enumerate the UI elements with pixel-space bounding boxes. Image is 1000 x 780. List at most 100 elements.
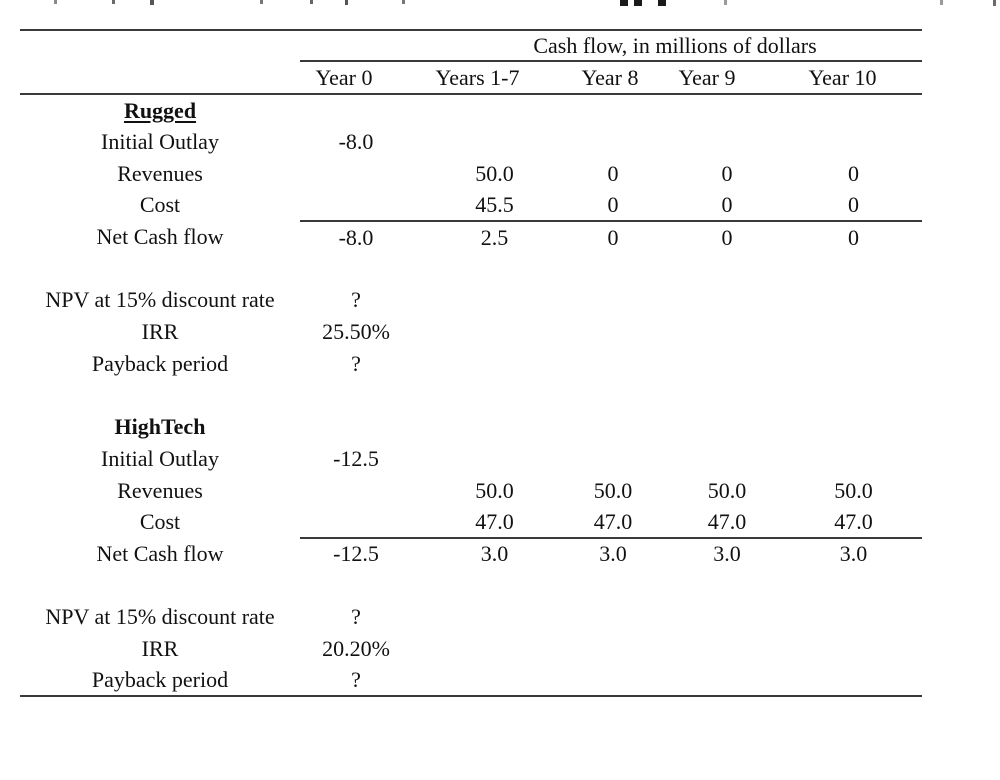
spacer — [20, 379, 922, 411]
empty-cells — [420, 284, 922, 316]
cell-value: 3.0 — [480, 541, 509, 567]
cell-value: 47.0 — [555, 505, 665, 539]
cell-value — [555, 443, 665, 475]
section-title: Rugged — [20, 94, 300, 126]
cashflow-row: Net Cash flow -8.0 2.5 0 0 0 — [20, 221, 922, 253]
metric-label: NPV at 15% discount rate — [45, 287, 275, 313]
row-label: Net Cash flow — [96, 224, 224, 250]
text-fragment — [260, 0, 263, 4]
cell-value: 0 — [607, 224, 619, 250]
spacer — [20, 569, 922, 601]
empty-cells — [420, 601, 922, 633]
metric-value: 20.20% — [322, 635, 390, 661]
cell-value: 0 — [755, 189, 923, 222]
cell-value: 50.0 — [834, 477, 873, 503]
cell-value: -8.0 — [338, 128, 374, 154]
cell-value: 3.0 — [713, 541, 741, 567]
cashflow-row: Revenues 50.0 0 0 0 — [20, 157, 922, 189]
cell-value: 0 — [665, 189, 755, 222]
section-name-hightech: HighTech — [114, 414, 206, 440]
cell-value: 2.5 — [480, 224, 509, 250]
cashflow-row: Cost 47.0 47.0 47.0 47.0 — [20, 505, 923, 539]
cashflow-row: Net Cash flow -12.5 3.0 3.0 3.0 3.0 — [20, 538, 922, 570]
metric-label: NPV at 15% discount rate — [45, 604, 275, 630]
cell-value — [665, 126, 755, 158]
cell-value: 0 — [848, 224, 859, 250]
spacer — [20, 252, 922, 284]
cell-value: 0 — [721, 160, 733, 186]
text-fragment — [724, 0, 727, 5]
metric-row: IRR 20.20% — [20, 633, 922, 665]
cell-value: -8.0 — [338, 224, 374, 250]
cell-value: -12.5 — [333, 541, 379, 567]
text-fragment — [658, 0, 666, 6]
metric-value: ? — [351, 287, 361, 313]
text-fragment — [634, 0, 642, 6]
metric-label: Payback period — [20, 664, 300, 698]
cell-value — [420, 443, 555, 475]
metric-row: NPV at 15% discount rate ? — [20, 284, 922, 316]
metric-label: IRR — [141, 635, 179, 661]
col-header-year-9: Year 9 — [665, 61, 755, 95]
spacer-row — [20, 569, 922, 601]
empty-cells — [420, 664, 923, 698]
cell-value — [300, 505, 420, 539]
cell-value: 0 — [607, 160, 619, 186]
metric-value: 25.50% — [322, 319, 390, 345]
metric-value: ? — [351, 350, 361, 376]
empty-corner-cell — [20, 30, 300, 61]
cell-value: 0 — [848, 160, 859, 186]
cell-value — [555, 126, 665, 158]
spacer-row — [20, 252, 922, 284]
text-fragment — [310, 0, 313, 4]
metric-label: IRR — [141, 319, 179, 345]
cell-value: 0 — [721, 224, 733, 250]
empty-cells — [300, 411, 922, 443]
table-spanning-header: Cash flow, in millions of dollars — [300, 30, 923, 62]
cell-value: 50.0 — [593, 477, 633, 503]
cell-value — [755, 443, 922, 475]
cell-value: 45.5 — [420, 189, 555, 222]
cell-value: 50.0 — [475, 477, 514, 503]
cashflow-row: Initial Outlay -8.0 — [20, 126, 922, 158]
empty-corner-cell — [20, 61, 300, 95]
empty-cells — [420, 633, 922, 665]
cell-value: 50.0 — [475, 160, 514, 186]
metric-row: Payback period ? — [20, 348, 922, 380]
text-fragment — [54, 0, 57, 4]
cell-value: 47.0 — [665, 505, 755, 539]
text-fragment — [345, 0, 348, 5]
row-label: Initial Outlay — [101, 128, 219, 154]
text-fragment — [402, 0, 405, 4]
empty-cells — [420, 348, 922, 380]
section-row-hightech: HighTech — [20, 411, 922, 443]
col-header-year-10: Year 10 — [755, 61, 923, 95]
text-fragment — [620, 0, 628, 6]
row-label: Net Cash flow — [96, 540, 224, 566]
metric-row: NPV at 15% discount rate ? — [20, 601, 922, 633]
row-label: Cost — [139, 192, 181, 218]
cashflow-row: Initial Outlay -12.5 — [20, 443, 922, 475]
section-title: HighTech — [20, 411, 300, 443]
section-row-rugged: Rugged — [20, 94, 922, 126]
row-label: Revenues — [117, 477, 203, 503]
text-fragment — [993, 0, 996, 6]
text-fragment — [112, 0, 115, 4]
cell-value: 3.0 — [599, 541, 627, 567]
spanning-header-row: Cash flow, in millions of dollars — [20, 30, 923, 62]
col-header-year-8: Year 8 — [555, 61, 665, 95]
year-header-row: Year 0 Years 1-7 Year 8 Year 9 Year 10 — [20, 61, 923, 95]
clipped-text-line — [0, 0, 1000, 7]
cash-flow-table: Cash flow, in millions of dollars Year 0… — [20, 29, 923, 698]
row-label: Initial Outlay — [101, 445, 219, 471]
cell-value — [420, 126, 555, 158]
empty-cells — [300, 94, 922, 126]
cell-value — [300, 157, 420, 189]
row-label: Revenues — [117, 160, 203, 186]
cell-value: 3.0 — [839, 541, 868, 567]
metric-row: IRR 25.50% — [20, 316, 922, 348]
cell-value — [300, 189, 420, 222]
cell-value: 50.0 — [707, 477, 747, 503]
cell-value — [665, 443, 755, 475]
row-label: Cost — [139, 509, 181, 535]
